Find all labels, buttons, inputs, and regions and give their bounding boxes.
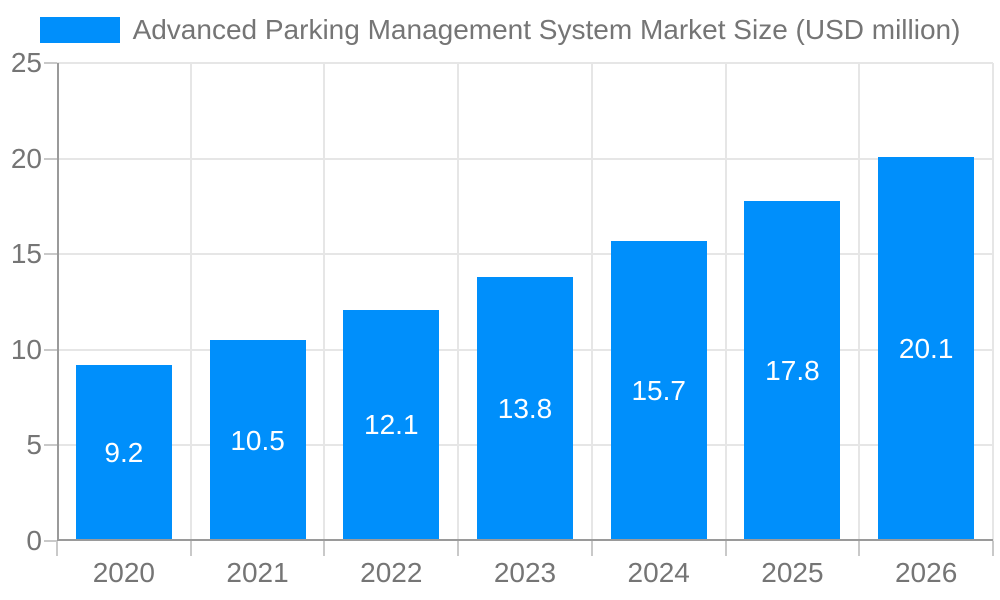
y-axis-tick [44,253,57,256]
bar[interactable]: 17.8 [744,200,841,541]
x-axis-tick [189,541,192,556]
x-axis-label: 2023 [493,557,557,588]
x-axis-tick [724,541,727,556]
gridline-horizontal [57,62,993,64]
gridline-horizontal [57,157,993,160]
x-axis-tick [323,541,326,556]
bar[interactable]: 9.2 [75,365,172,541]
y-axis-tick [44,540,57,542]
y-axis-label: 25 [10,47,42,78]
x-axis-tick [590,541,593,556]
bar-value-label: 20.1 [898,332,954,364]
y-axis-tick [44,444,57,447]
legend-marker [39,17,120,43]
x-axis-label: 2022 [360,557,423,588]
x-axis-label: 2025 [761,557,824,588]
x-axis-line [57,539,993,541]
x-axis-label: 2021 [226,557,289,588]
x-axis-tick [992,541,994,556]
y-axis-tick [44,348,57,351]
bar-value-label: 10.5 [230,424,285,456]
bar[interactable]: 15.7 [610,240,707,541]
y-axis-label: 0 [26,525,42,556]
bar-value-label: 13.8 [497,393,553,425]
gridline-vertical [590,63,593,541]
gridline-vertical [992,63,994,541]
gridline-vertical [323,63,326,541]
bar-value-label: 12.1 [364,409,419,441]
x-axis-tick [56,541,58,556]
gridline-vertical [858,63,861,541]
legend[interactable]: Advanced Parking Management System Marke… [0,16,1000,44]
x-axis-tick [858,541,861,556]
y-axis-tick [44,157,57,160]
y-axis-label: 5 [26,429,42,461]
x-axis-label: 2026 [894,557,958,588]
bar[interactable]: 13.8 [477,277,573,541]
y-axis-label: 15 [10,238,42,270]
gridline-horizontal [57,253,993,256]
x-axis-label: 2020 [92,557,155,588]
bar-value-label: 17.8 [765,354,820,386]
bar[interactable]: 12.1 [343,309,440,541]
x-axis-tick [457,541,460,556]
bar[interactable]: 20.1 [878,156,975,541]
bar-value-label: 9.2 [104,437,144,469]
gridline-vertical [457,63,460,541]
bar-value-label: 15.7 [631,374,686,406]
y-axis-line [57,63,59,541]
legend-label: Advanced Parking Management System Marke… [132,14,961,45]
y-axis-label: 10 [10,333,42,365]
y-axis-label: 20 [10,142,42,174]
gridline-vertical [189,63,192,541]
y-axis-tick [44,62,57,64]
gridline-vertical [724,63,727,541]
bar[interactable]: 10.5 [209,340,306,541]
x-axis-label: 2024 [627,557,690,588]
